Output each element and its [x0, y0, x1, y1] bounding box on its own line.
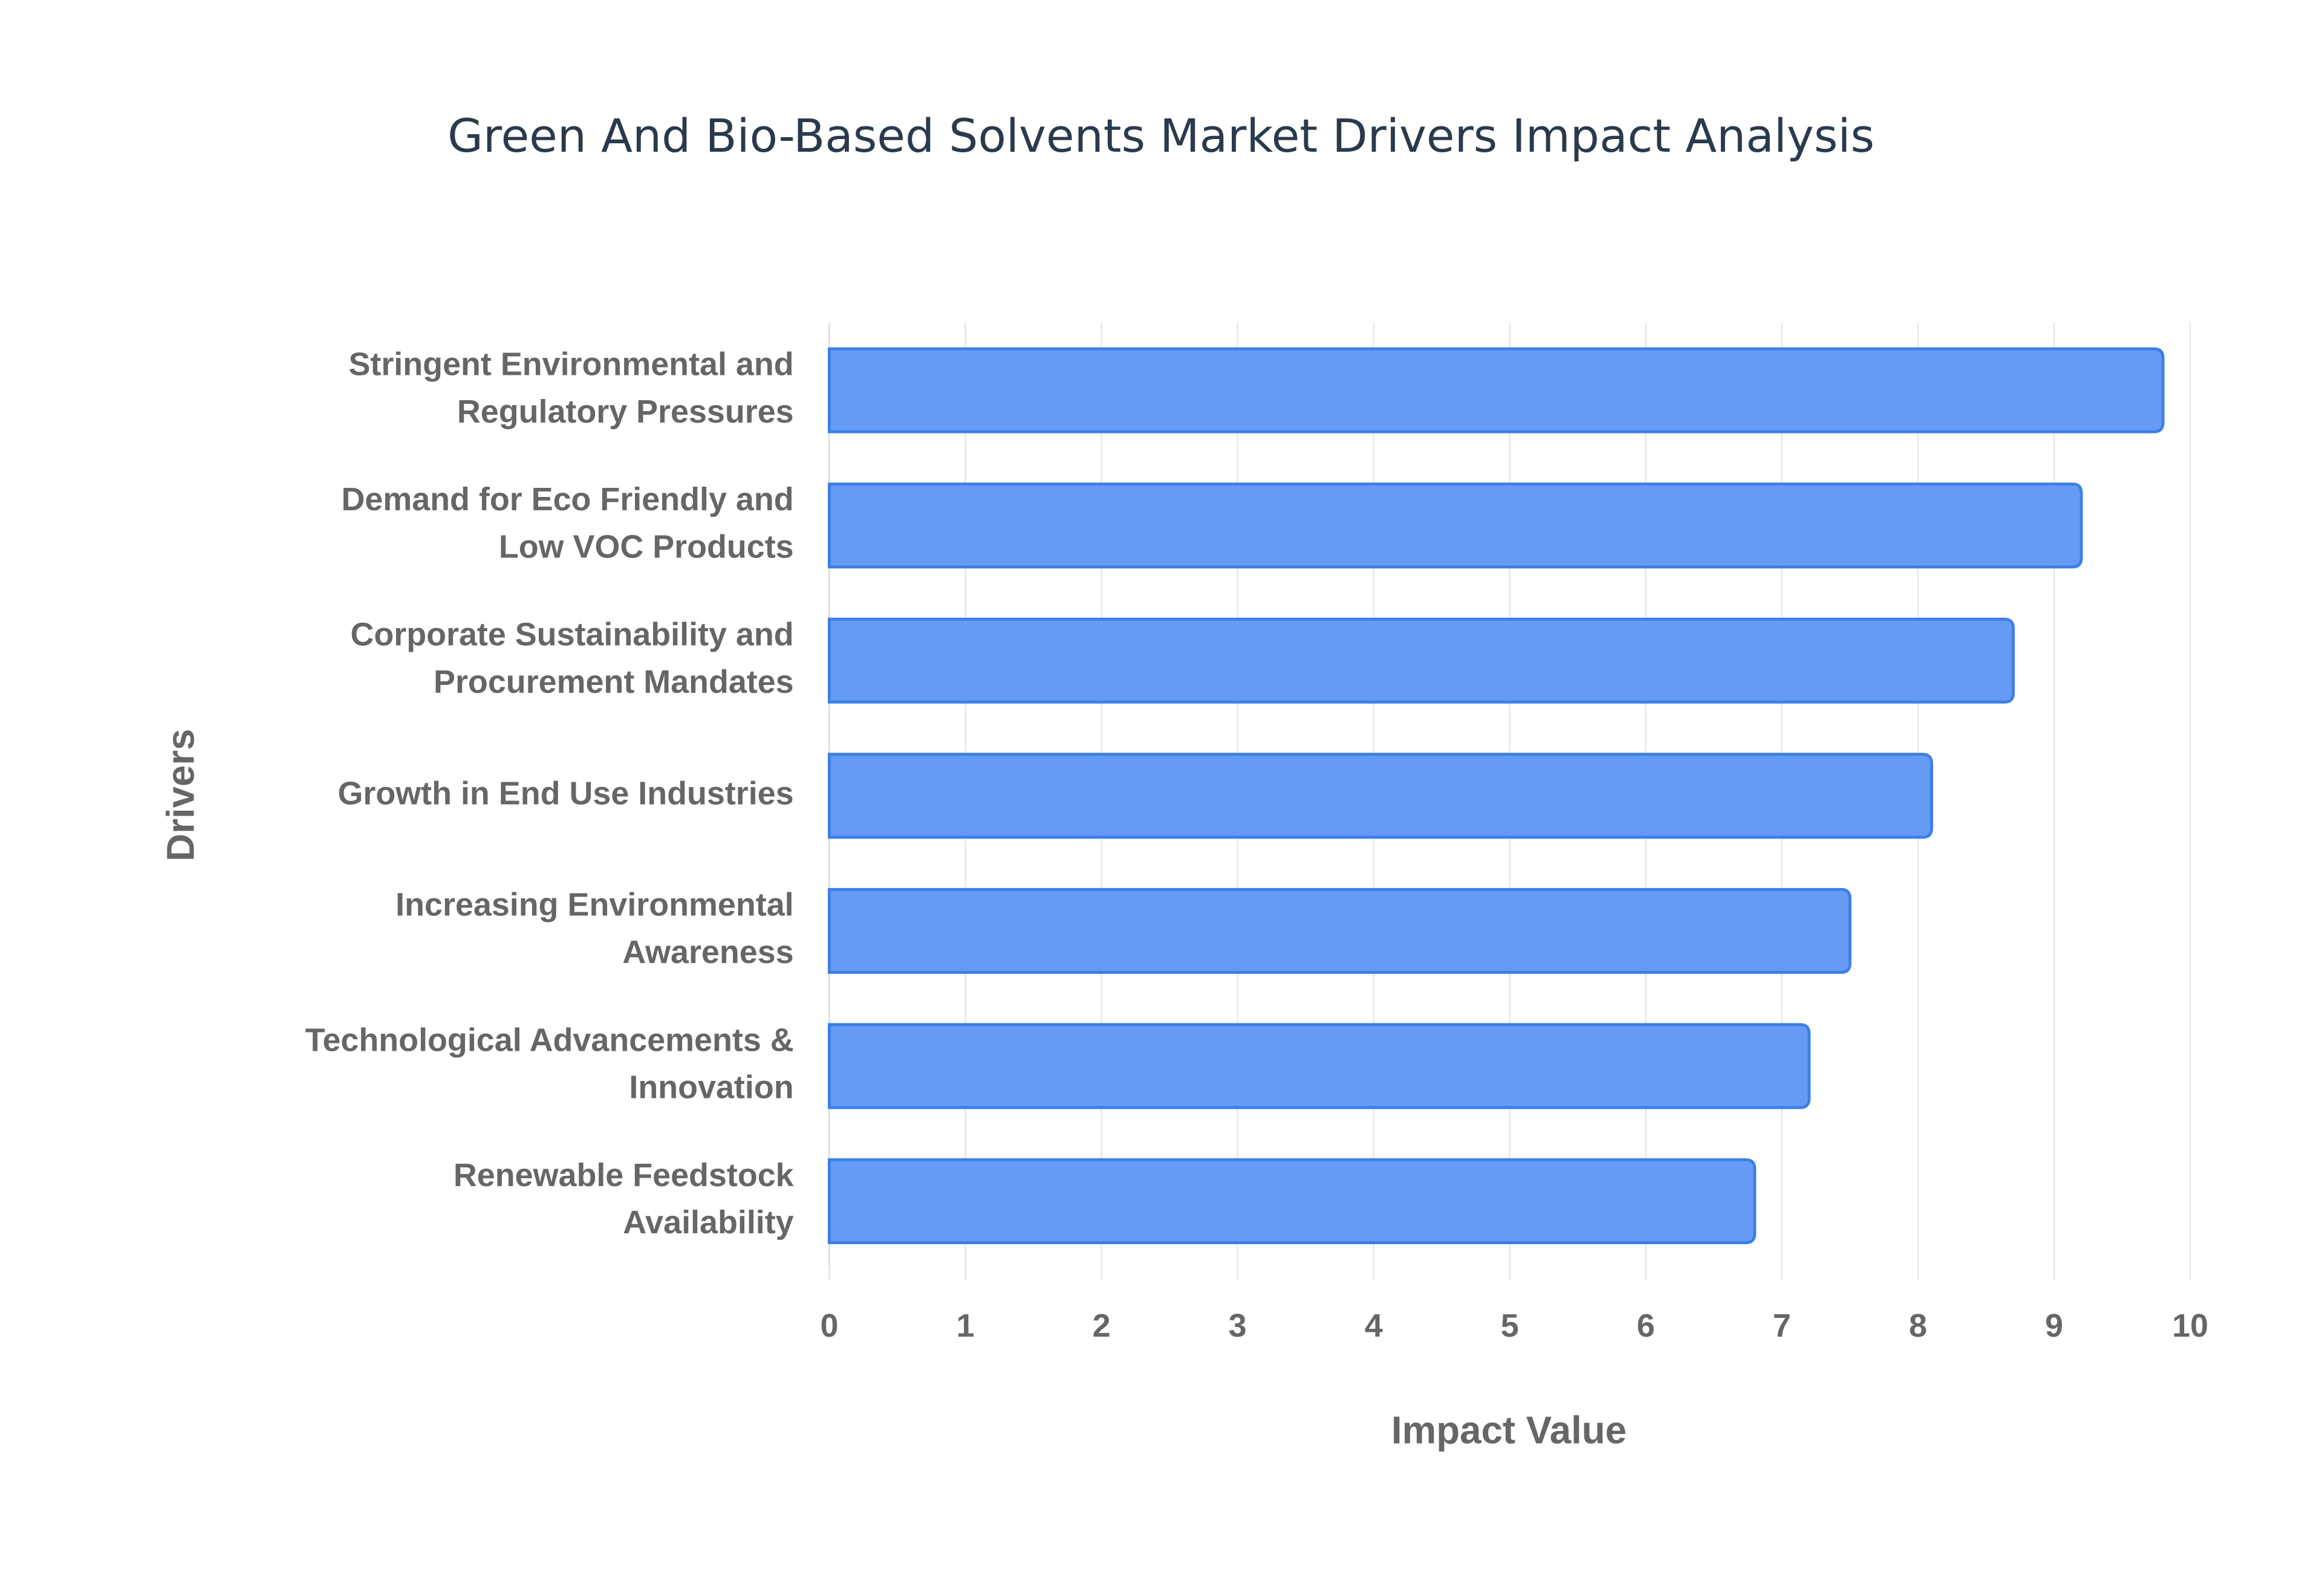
x-tick-label: 6 [1637, 1308, 1655, 1344]
x-tick-label: 5 [1501, 1308, 1519, 1344]
x-tick-label: 4 [1365, 1308, 1383, 1344]
x-tick-label: 2 [1093, 1308, 1111, 1344]
x-tick-label: 10 [2172, 1308, 2208, 1344]
x-tick-label: 3 [1229, 1308, 1247, 1344]
x-tick-label: 7 [1773, 1308, 1791, 1344]
x-tick-label: 0 [820, 1308, 838, 1344]
y-tick-label: Corporate Sustainability and Procurement … [350, 617, 793, 700]
bar [827, 1023, 1811, 1109]
x-tick-label: 1 [957, 1308, 975, 1344]
chart-title: Green And Bio-Based Solvents Market Driv… [447, 109, 1875, 163]
x-tick-label: 9 [2045, 1308, 2063, 1344]
bar [827, 1158, 1757, 1245]
bar [827, 482, 2083, 569]
y-tick-label: Technological Advancements & Innovation [305, 1022, 794, 1105]
y-axis-title: Drivers [159, 728, 202, 861]
y-tick-label: Increasing Environmental Awareness [395, 887, 793, 970]
y-tick-label: Growth in End Use Industries [338, 776, 794, 812]
bar [827, 887, 1852, 974]
bar [827, 617, 2015, 704]
bar [827, 753, 1933, 839]
x-axis-title: Impact Value [1391, 1409, 1627, 1452]
y-tick-label: Stringent Environmental and Regulatory Pr… [348, 346, 793, 430]
x-tick-label: 8 [1909, 1308, 1927, 1344]
y-tick-label: Renewable Feedstock Availability [454, 1157, 794, 1241]
y-tick-label: Demand for Eco Friendly and Low VOC Produ… [341, 481, 793, 565]
bar [827, 347, 2165, 433]
